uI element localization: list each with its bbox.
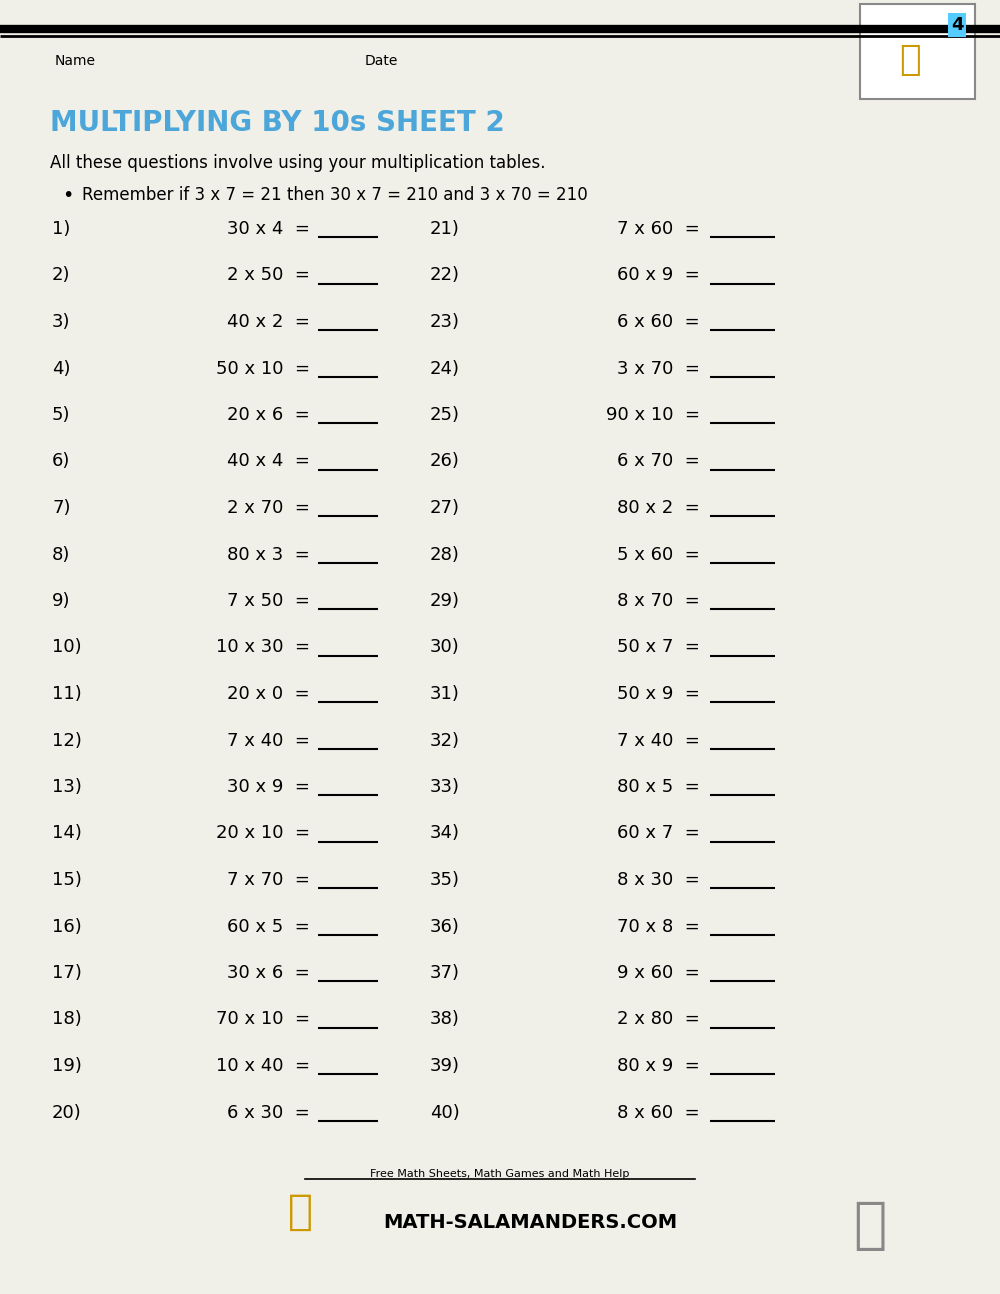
Text: 20 x 6  =: 20 x 6 =	[227, 406, 310, 424]
Text: 14): 14)	[52, 824, 82, 842]
Text: 50 x 10  =: 50 x 10 =	[216, 360, 310, 378]
Text: 40 x 2  =: 40 x 2 =	[227, 313, 310, 331]
Text: 25): 25)	[430, 406, 460, 424]
Text: 90 x 10  =: 90 x 10 =	[606, 406, 700, 424]
Text: 20 x 10  =: 20 x 10 =	[216, 824, 310, 842]
Text: MATH-SALAMANDERS.COM: MATH-SALAMANDERS.COM	[383, 1212, 677, 1232]
Text: 13): 13)	[52, 778, 82, 796]
Text: 7): 7)	[52, 499, 70, 518]
Text: 8 x 70  =: 8 x 70 =	[617, 591, 700, 609]
Text: Date: Date	[365, 54, 398, 69]
Text: 33): 33)	[430, 778, 460, 796]
Text: 16): 16)	[52, 917, 82, 936]
Text: 70 x 8  =: 70 x 8 =	[617, 917, 700, 936]
Text: 40 x 4  =: 40 x 4 =	[227, 453, 310, 471]
Text: 30): 30)	[430, 638, 460, 656]
Text: 6 x 30  =: 6 x 30 =	[227, 1104, 310, 1122]
Text: 50 x 7  =: 50 x 7 =	[617, 638, 700, 656]
Text: 18): 18)	[52, 1011, 82, 1029]
Text: 🦎: 🦎	[853, 1200, 887, 1253]
Text: 1): 1)	[52, 220, 70, 238]
Text: 6 x 60  =: 6 x 60 =	[617, 313, 700, 331]
Text: 9): 9)	[52, 591, 70, 609]
Text: 15): 15)	[52, 871, 82, 889]
Text: Name: Name	[55, 54, 96, 69]
Bar	[860, 4, 975, 100]
Text: Free Math Sheets, Math Games and Math Help: Free Math Sheets, Math Games and Math He…	[370, 1168, 630, 1179]
Text: 29): 29)	[430, 591, 460, 609]
Text: 10): 10)	[52, 638, 82, 656]
Text: 40): 40)	[430, 1104, 460, 1122]
Text: 30 x 4  =: 30 x 4 =	[227, 220, 310, 238]
Text: MULTIPLYING BY 10s SHEET 2: MULTIPLYING BY 10s SHEET 2	[50, 109, 505, 137]
Text: 31): 31)	[430, 685, 460, 703]
Text: 8): 8)	[52, 546, 70, 563]
Text: 20): 20)	[52, 1104, 82, 1122]
Text: 80 x 9  =: 80 x 9 =	[617, 1057, 700, 1075]
Text: 32): 32)	[430, 731, 460, 749]
Text: 17): 17)	[52, 964, 82, 982]
Text: 2): 2)	[52, 267, 70, 285]
Text: 3 x 70  =: 3 x 70 =	[617, 360, 700, 378]
Text: 22): 22)	[430, 267, 460, 285]
Text: 38): 38)	[430, 1011, 460, 1029]
Text: 36): 36)	[430, 917, 460, 936]
Text: 27): 27)	[430, 499, 460, 518]
Text: 7 x 60  =: 7 x 60 =	[617, 220, 700, 238]
Text: 5): 5)	[52, 406, 70, 424]
Text: 2 x 50  =: 2 x 50 =	[227, 267, 310, 285]
Text: 3): 3)	[52, 313, 70, 331]
Text: 7 x 40  =: 7 x 40 =	[227, 731, 310, 749]
Text: 21): 21)	[430, 220, 460, 238]
Text: 20 x 0  =: 20 x 0 =	[227, 685, 310, 703]
Text: 8 x 60  =: 8 x 60 =	[617, 1104, 700, 1122]
Text: 34): 34)	[430, 824, 460, 842]
Text: 37): 37)	[430, 964, 460, 982]
Text: •: •	[62, 186, 73, 204]
Text: 10 x 30  =: 10 x 30 =	[216, 638, 310, 656]
Text: 5 x 60  =: 5 x 60 =	[617, 546, 700, 563]
Text: 🦎: 🦎	[899, 43, 920, 76]
Text: 7 x 50  =: 7 x 50 =	[227, 591, 310, 609]
Text: 8 x 30  =: 8 x 30 =	[617, 871, 700, 889]
Text: 50 x 9  =: 50 x 9 =	[617, 685, 700, 703]
Text: 4): 4)	[52, 360, 70, 378]
Text: 6 x 70  =: 6 x 70 =	[617, 453, 700, 471]
Text: 11): 11)	[52, 685, 82, 703]
Text: 10 x 40  =: 10 x 40 =	[216, 1057, 310, 1075]
Text: 60 x 9  =: 60 x 9 =	[617, 267, 700, 285]
Text: All these questions involve using your multiplication tables.: All these questions involve using your m…	[50, 154, 546, 172]
Text: 30 x 6  =: 30 x 6 =	[227, 964, 310, 982]
Text: 7 x 70  =: 7 x 70 =	[227, 871, 310, 889]
Text: 19): 19)	[52, 1057, 82, 1075]
Text: 4: 4	[951, 16, 963, 34]
Text: 2 x 70  =: 2 x 70 =	[227, 499, 310, 518]
Text: 60 x 5  =: 60 x 5 =	[227, 917, 310, 936]
Text: 39): 39)	[430, 1057, 460, 1075]
Text: 23): 23)	[430, 313, 460, 331]
Text: Remember if 3 x 7 = 21 then 30 x 7 = 210 and 3 x 70 = 210: Remember if 3 x 7 = 21 then 30 x 7 = 210…	[82, 186, 588, 204]
Text: 24): 24)	[430, 360, 460, 378]
Text: 30 x 9  =: 30 x 9 =	[227, 778, 310, 796]
Text: 60 x 7  =: 60 x 7 =	[617, 824, 700, 842]
Text: 7 x 40  =: 7 x 40 =	[617, 731, 700, 749]
Text: 28): 28)	[430, 546, 460, 563]
Text: 80 x 2  =: 80 x 2 =	[617, 499, 700, 518]
Text: 2 x 80  =: 2 x 80 =	[617, 1011, 700, 1029]
Text: 80 x 5  =: 80 x 5 =	[617, 778, 700, 796]
Text: 80 x 3  =: 80 x 3 =	[227, 546, 310, 563]
Text: 70 x 10  =: 70 x 10 =	[216, 1011, 310, 1029]
Text: 9 x 60  =: 9 x 60 =	[617, 964, 700, 982]
Text: 12): 12)	[52, 731, 82, 749]
Text: 35): 35)	[430, 871, 460, 889]
Text: 🦎: 🦎	[288, 1190, 312, 1233]
Text: 6): 6)	[52, 453, 70, 471]
Text: 26): 26)	[430, 453, 460, 471]
